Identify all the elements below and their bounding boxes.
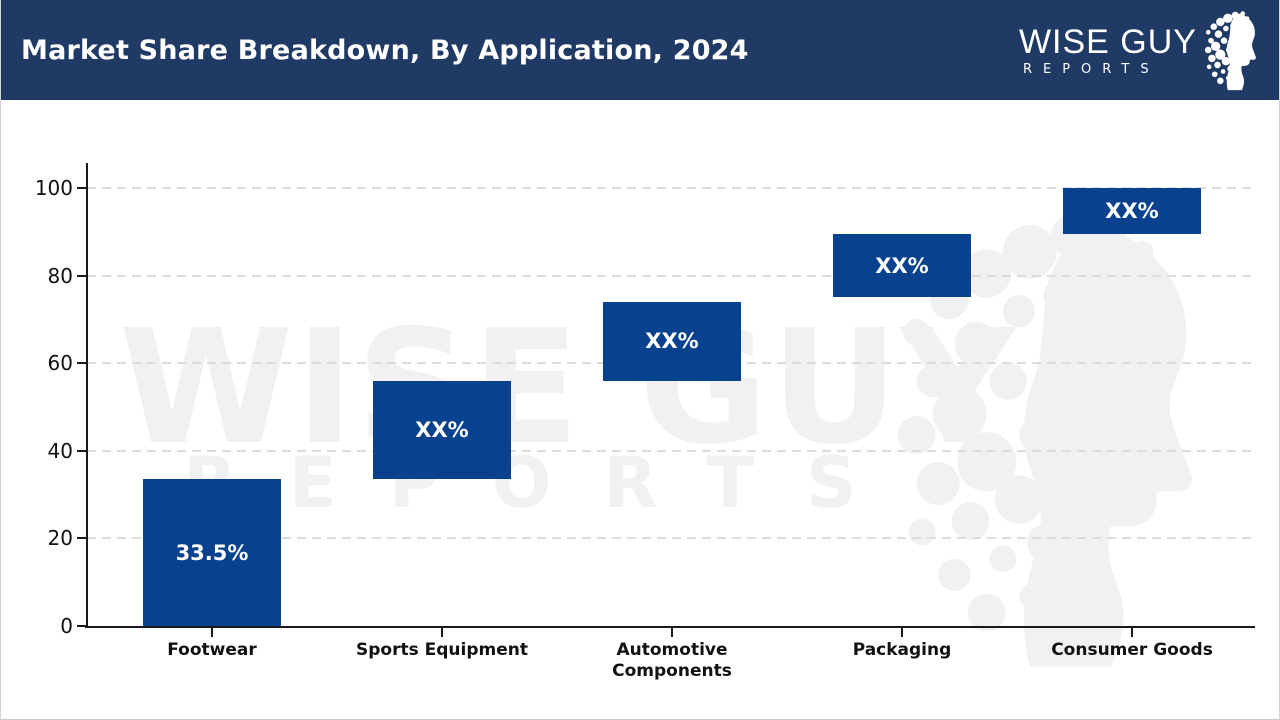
- logo-subtitle: REPORTS: [1022, 61, 1160, 77]
- y-tick-label-80: 80: [47, 263, 73, 288]
- bar-footwear: [143, 479, 281, 626]
- x-tick-3: [901, 628, 903, 637]
- bar-consumer-goods: [1063, 188, 1201, 234]
- y-tick-20: [77, 537, 86, 540]
- y-tick-60: [77, 362, 86, 365]
- gridline-20: [87, 537, 1255, 540]
- y-axis-line: [86, 163, 88, 628]
- gridline-80: [87, 274, 1255, 277]
- y-tick-100: [77, 187, 86, 189]
- gridline-40: [87, 449, 1255, 452]
- y-tick-label-60: 60: [47, 351, 73, 376]
- x-axis-line: [85, 626, 1255, 628]
- logo-text: WISE GUY REPORTS: [1019, 24, 1197, 77]
- wise-guy-reports-logo: WISE GUY REPORTS: [1019, 8, 1263, 92]
- category-label: Packaging: [852, 640, 952, 660]
- y-tick-0: [77, 625, 86, 627]
- bar-value-label: XX%: [1105, 198, 1159, 223]
- y-tick-label-40: 40: [47, 438, 73, 463]
- bar-packaging: [833, 233, 971, 298]
- logo-wordmark: WISE GUY: [1018, 22, 1197, 61]
- bar-automotive-components: [603, 301, 741, 381]
- category-label: Consumer Goods: [1051, 640, 1213, 660]
- y-tick-40: [77, 449, 86, 452]
- y-tick-label-20: 20: [47, 526, 73, 551]
- waterfall-chart: WISE GUY REPORTS 0 20 40 60 80 100 33.5% Footwe…: [1, 100, 1279, 719]
- x-tick-4: [1131, 628, 1133, 637]
- category-label: Sports Equipment: [356, 640, 528, 660]
- gridline-100: [87, 187, 1255, 189]
- y-tick-label-100: 100: [34, 176, 73, 200]
- bar-value-label: XX%: [415, 417, 469, 442]
- header-bar: Market Share Breakdown, By Application, …: [1, 0, 1279, 100]
- category-label: Footwear: [167, 640, 257, 660]
- bar-value-label: XX%: [875, 253, 929, 278]
- watermark-subtitle: REPORTS: [183, 442, 909, 524]
- logo-face-icon: [1204, 11, 1256, 91]
- x-tick-2: [671, 628, 673, 637]
- y-tick-80: [77, 274, 86, 277]
- x-tick-0: [211, 628, 213, 637]
- bar-value-label: 33.5%: [175, 540, 249, 565]
- y-tick-label-0: 0: [60, 614, 73, 638]
- bar-sports-equipment: [373, 380, 511, 480]
- category-label: Automotive Components: [612, 640, 732, 681]
- bar-value-label: XX%: [645, 329, 699, 354]
- watermark-wordmark: WISE GUY: [119, 296, 1018, 480]
- x-tick-1: [441, 628, 443, 637]
- chart-title: Market Share Breakdown, By Application, …: [21, 34, 749, 66]
